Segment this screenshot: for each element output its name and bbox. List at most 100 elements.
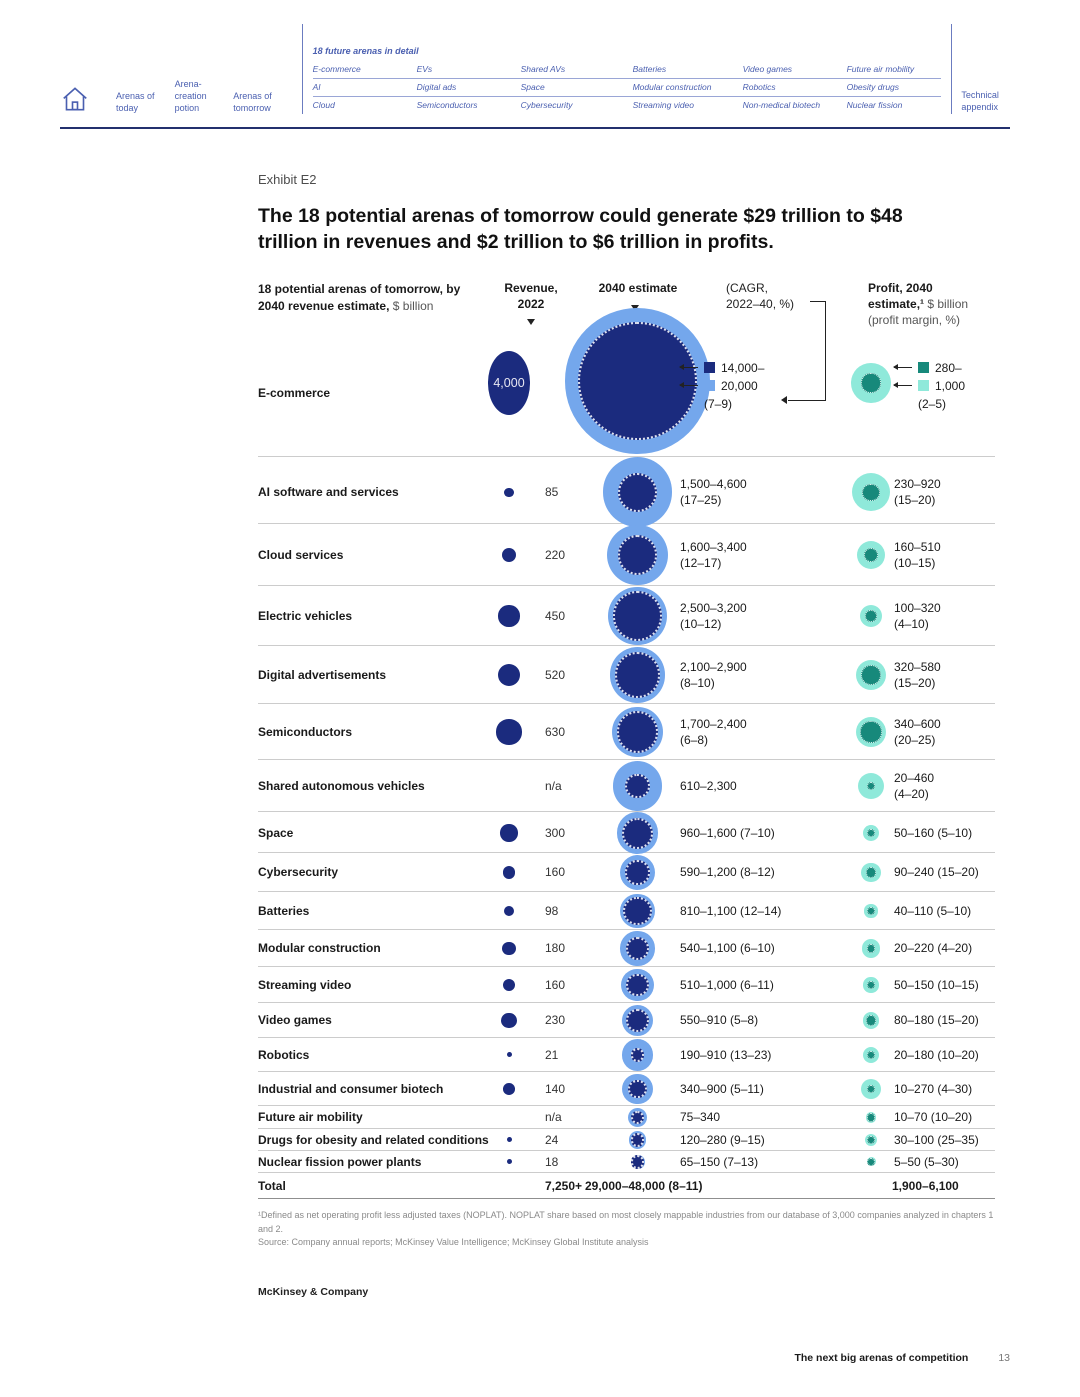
table-row: Drugs for obesity and related conditions… [258, 1129, 995, 1152]
revenue-dot [506, 1159, 512, 1165]
arena-link[interactable]: Robotics [742, 79, 847, 97]
profit-margin: (4–20) [894, 786, 929, 801]
nav-item-arenas-of-today[interactable]: Arenas of today [116, 90, 155, 113]
legend-swatch [704, 362, 715, 374]
estimate-value: 120–280 (9–15) [680, 1132, 765, 1147]
profit-bubble-outer [857, 772, 885, 800]
profit-bubble-outer [859, 604, 883, 628]
revenue-value: 450 [545, 608, 566, 623]
profit-margin: (15–20) [894, 675, 936, 690]
revenue-value: 98 [545, 903, 559, 918]
profit-bubble-outer [861, 862, 881, 883]
page-footer: The next big arenas of competition 13 [794, 1352, 1010, 1364]
arena-link[interactable]: Cloud [312, 100, 335, 110]
profit-margin: (20–25) [894, 732, 936, 747]
legend-swatch [918, 362, 929, 374]
estimate-bubble-cell [585, 812, 680, 854]
arena-link[interactable]: Streaming video [632, 100, 695, 110]
revenue-2022-cell: 140 [488, 1072, 585, 1105]
arena-menu: 18 future arenas in detail E-commerce EVs… [312, 46, 941, 114]
arena-link[interactable]: Shared AVs [520, 61, 633, 79]
profit-bubble-box [850, 862, 892, 883]
profit-bubble-inner [860, 721, 882, 743]
profit-cell: 50–160 (5–10) [850, 812, 995, 853]
nav-item-arenas-of-tomorrow[interactable]: Arenas of tomorrow [233, 90, 272, 113]
arena-link[interactable]: Space [520, 79, 633, 97]
table-row: Space 300 960–1,600 (7–10) 50–160 (5–10) [258, 812, 995, 854]
estimate-bubble-cell [585, 1038, 680, 1071]
arena-link[interactable]: E-commerce [312, 61, 417, 79]
home-icon[interactable] [60, 84, 90, 114]
revenue-2022-cell: 18 [488, 1151, 585, 1172]
profit-bubble-inner [866, 1157, 876, 1167]
revenue-value: 160 [545, 977, 566, 992]
estimate-range: 1,700–2,400 [680, 716, 747, 731]
arena-link[interactable]: Digital ads [416, 79, 521, 97]
revenue-2022-cell: 98 [488, 892, 585, 929]
estimate-bubble-inner [578, 321, 697, 441]
legend-value: 280– [935, 360, 962, 375]
profit-bubble-outer [863, 825, 879, 841]
profit-bubble-inner [866, 1050, 876, 1060]
profit-bubble-outer [855, 659, 887, 691]
revenue-dot [506, 1052, 512, 1058]
arena-link[interactable]: Cybersecurity [520, 100, 573, 110]
profit-margin: (10–15) [894, 555, 936, 570]
profit-range: 100–320 [894, 600, 941, 615]
arena-link[interactable]: AI [312, 79, 417, 97]
profit-range: 230–920 [894, 477, 941, 492]
revenue-value: 300 [545, 826, 566, 841]
profit-value: 5–50 (5–30) [894, 1154, 959, 1169]
arena-link[interactable]: Obesity drugs [846, 79, 941, 97]
profit-value: 280– 1,000 (2–5) [892, 358, 965, 415]
estimate-bubble-outer [628, 1131, 647, 1149]
arena-label: Space [258, 826, 294, 841]
nav-item-arena-creation[interactable]: Arena-creation potion [174, 78, 207, 113]
arena-label: Future air mobility [258, 1110, 363, 1125]
revenue-dot-box [488, 547, 530, 563]
arena-link[interactable]: Modular construction [632, 79, 743, 97]
estimate-value: 1,600–3,400 (12–17) [680, 539, 850, 571]
arena-label: Batteries [258, 903, 310, 918]
total-label: Total [258, 1178, 286, 1193]
profit-bubble-outer [860, 1078, 882, 1100]
profit-cell: 10–70 (10–20) [850, 1106, 995, 1128]
profit-bubble-box [850, 1112, 892, 1123]
estimate-value: 590–1,200 (8–12) [680, 865, 775, 880]
profit-cell: 40–110 (5–10) [850, 892, 995, 929]
revenue-value: n/a [545, 1110, 562, 1125]
revenue-dot-box: 4,000 [488, 351, 530, 415]
profit-bubble-outer [866, 1157, 876, 1167]
bubble-chart: 18 potential arenas of tomorrow, by 2040… [258, 281, 995, 1200]
estimate-range: 2,100–2,900 [680, 659, 747, 674]
profit-cell: 90–240 (15–20) [850, 853, 995, 891]
arena-link[interactable]: Non-medical biotech [742, 100, 821, 110]
revenue-value: 520 [545, 667, 566, 682]
revenue-value: 140 [545, 1081, 566, 1096]
table-row: Video games 230 550–910 (5–8) 80–180 (15–20… [258, 1003, 995, 1039]
arena-link[interactable]: Nuclear fission [846, 100, 903, 110]
arena-link[interactable]: EVs [416, 61, 521, 79]
arena-link[interactable]: Semiconductors [416, 100, 478, 110]
revenue-dot-box [488, 1012, 530, 1029]
top-navigation: Arenas of today Arena-creation potion Ar… [60, 24, 1010, 129]
revenue-dot [502, 941, 516, 956]
estimate-bubble-outer [612, 761, 663, 811]
profit-value: 40–110 (5–10) [894, 903, 972, 918]
estimate-bubble-inner [617, 534, 658, 575]
arena-link[interactable]: Video games [742, 61, 847, 79]
estimate-bubble-cell [585, 1129, 680, 1150]
estimate-bubble-outer [630, 1154, 645, 1169]
profit-value: 30–100 (25–35) [894, 1132, 979, 1147]
table-row: Cloud services 220 1,600–3,400 (12–17) 160–5… [258, 524, 995, 587]
nav-item-technical-appendix[interactable]: Technical appendix [961, 89, 999, 113]
arena-link[interactable]: Batteries [632, 61, 743, 79]
profit-bubble-inner [866, 1084, 876, 1094]
estimate-bubble-outer [621, 1004, 654, 1036]
footnote-text: Source: Company annual reports; McKinsey… [258, 1237, 649, 1248]
estimate-range: 2,500–3,200 [680, 600, 747, 615]
arena-link[interactable]: Future air mobility [846, 61, 941, 79]
revenue-dot [502, 866, 516, 879]
profit-value: 20–180 (10–20) [894, 1047, 979, 1062]
revenue-dot [501, 547, 517, 563]
